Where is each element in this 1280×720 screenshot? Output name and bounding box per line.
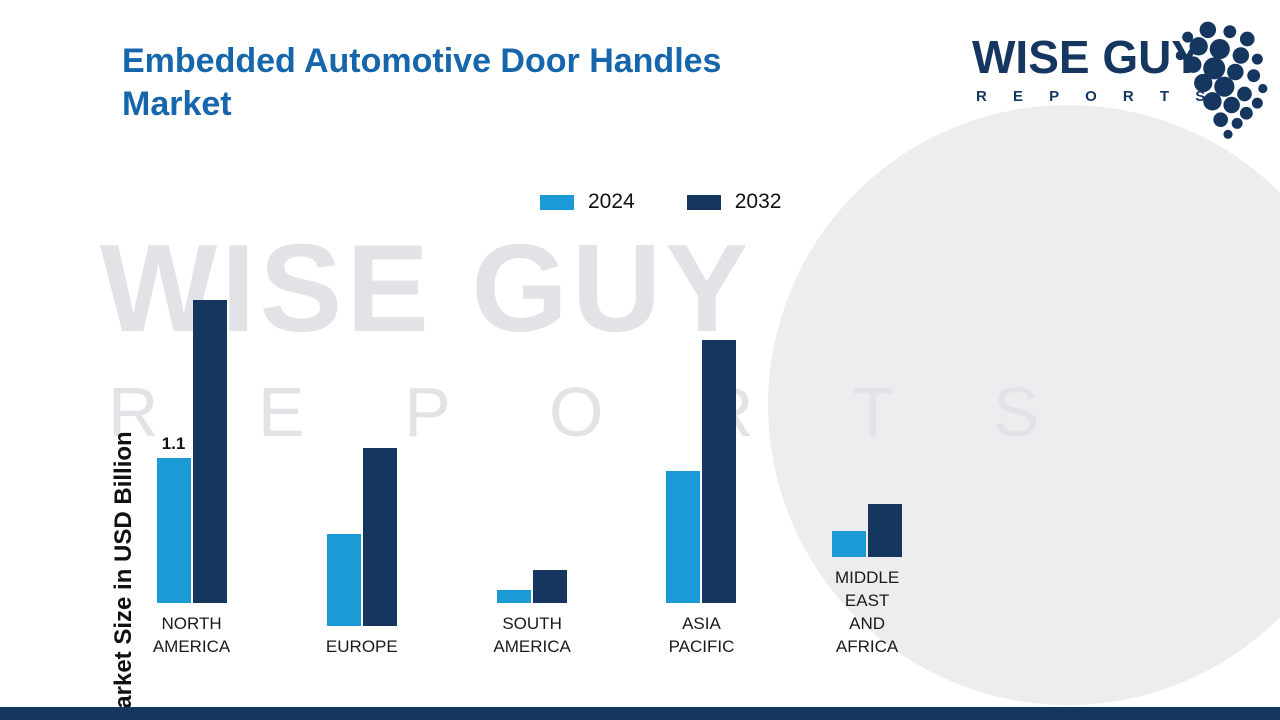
bar-pair: 1.1 [156, 287, 227, 603]
legend-item-2032: 2032 [686, 190, 782, 214]
bar-2032-north-america [192, 299, 227, 603]
legend-label-2024: 2024 [588, 190, 635, 213]
bar-slot [326, 533, 361, 626]
category-group-south-america: SOUTH AMERICA [493, 287, 571, 659]
bar-slot [868, 504, 903, 557]
bar-2032-asia-pacific [702, 339, 737, 603]
bar-2024-middle-east-and-africa [832, 531, 867, 557]
bar-2032-south-america [533, 569, 568, 603]
footer-accent-bar [0, 707, 1280, 720]
chart-legend: 2024 2032 [540, 190, 781, 214]
category-group-middle-east-and-africa: MIDDLE EAST AND AFRICA [832, 241, 903, 659]
legend-item-2024: 2024 [540, 190, 635, 214]
category-group-north-america: 1.1 NORTH AMERICA [153, 287, 230, 659]
bar-slot [832, 531, 867, 557]
bar-slot [362, 447, 397, 626]
bar-slot: 1.1 [156, 433, 191, 603]
bar-2024-north-america [156, 457, 191, 603]
bar-pair [832, 241, 903, 557]
bar-chart: 1.1 NORTH AMERICA EUROPE SOUTH AMERICA ASIA PAC… [105, 241, 950, 659]
watermark-line2: R E P O R T S [108, 373, 1080, 451]
bar-2032-middle-east-and-africa [868, 504, 903, 557]
bar-slot [497, 589, 532, 603]
category-label: EUROPE [325, 636, 398, 656]
category-group-europe: EUROPE [326, 310, 398, 659]
bar-slot [702, 339, 737, 603]
y-axis-label-box: Market Size in USD Billion [55, 200, 137, 720]
category-label: SOUTH AMERICA [493, 613, 571, 656]
bar-slot [666, 470, 701, 603]
legend-swatch-2024 [540, 194, 574, 210]
bar-2024-asia-pacific [666, 470, 701, 603]
bar-slot [192, 299, 227, 603]
bar-pair [666, 287, 737, 603]
bar-pair [326, 310, 397, 626]
legend-swatch-2032 [686, 194, 721, 210]
page-title: Embedded Automotive Door Handles Market [122, 42, 722, 123]
brand-head-icon [1162, 18, 1272, 153]
category-group-asia-pacific: ASIA PACIFIC [666, 287, 737, 659]
background-circle [768, 105, 1280, 705]
category-label: MIDDLE EAST AND AFRICA [834, 568, 900, 656]
bar-2024-south-america [497, 589, 532, 603]
bar-2032-europe [362, 447, 397, 626]
brand-logo-name: WISE GUY [972, 31, 1203, 83]
bar-slot [533, 569, 568, 603]
category-label: NORTH AMERICA [152, 613, 231, 656]
bar-2024-europe [326, 533, 361, 626]
bar-value-label: 1.1 [161, 433, 186, 453]
brand-logo-subtitle: R E P O R T S [976, 88, 1217, 105]
brand-logo: WISE GUY R E P O R T S [972, 21, 1268, 139]
legend-label-2032: 2032 [734, 190, 782, 213]
bar-pair [497, 287, 568, 603]
category-label: ASIA PACIFIC [668, 613, 735, 656]
